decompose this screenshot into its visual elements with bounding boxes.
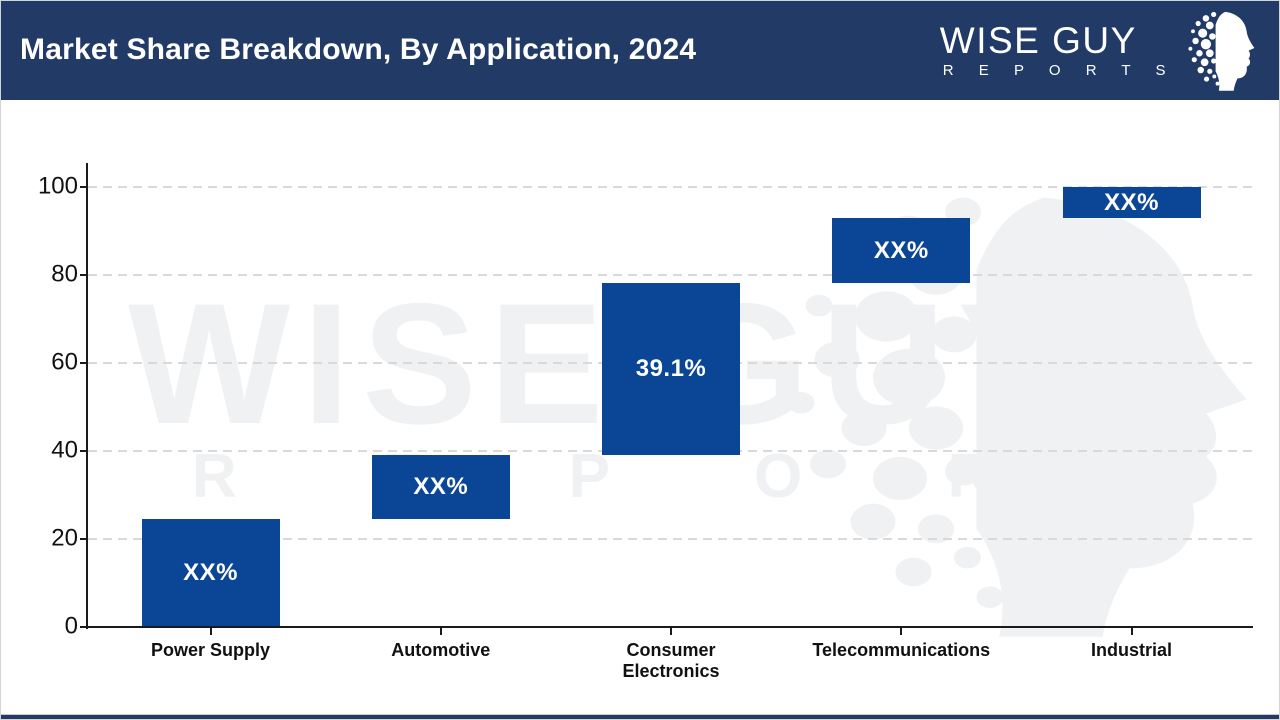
y-tick-label-80: 80 xyxy=(51,260,78,288)
gridline-100 xyxy=(88,186,1253,188)
bar-consumer-electronics: 39.1% xyxy=(602,282,740,455)
brand-head-icon xyxy=(1188,11,1255,91)
bar-value-label-telecommunications: XX% xyxy=(873,236,929,264)
x-axis-label-automotive: Automotive xyxy=(391,640,491,660)
bar-telecommunications: XX% xyxy=(832,218,971,283)
page-title: Market Share Breakdown, By Application, … xyxy=(20,33,697,66)
y-tick-60 xyxy=(80,362,87,364)
y-tick-0 xyxy=(80,626,87,628)
brand-name: WISE GUY xyxy=(939,19,1137,61)
gridline-80 xyxy=(88,274,1253,276)
bar-value-label-consumer-electronics: 39.1% xyxy=(635,354,707,382)
header-bar: Market Share Breakdown, By Application, … xyxy=(0,0,1280,100)
x-tick-consumer-electronics xyxy=(670,628,672,635)
bar-value-label-power-supply: XX% xyxy=(183,559,238,587)
x-axis-label-power-supply: Power Supply xyxy=(150,640,271,660)
y-axis-spine xyxy=(86,163,88,629)
x-tick-power-supply xyxy=(209,628,212,635)
y-tick-label-0: 0 xyxy=(64,612,78,640)
y-tick-20 xyxy=(80,538,87,540)
x-tick-industrial xyxy=(1130,628,1133,635)
gridline-20 xyxy=(88,538,1253,540)
y-tick-80 xyxy=(80,274,87,276)
y-tick-label-20: 20 xyxy=(51,524,78,552)
bar-value-label-automotive: XX% xyxy=(413,473,469,501)
bar-industrial: XX% xyxy=(1062,187,1201,219)
y-tick-label-60: 60 xyxy=(51,348,78,376)
y-tick-label-40: 40 xyxy=(51,436,78,464)
brand-subtitle: R E P O R T S xyxy=(942,61,1176,79)
x-axis-label-consumer-electronics: Consumer Electronics xyxy=(622,640,720,681)
x-tick-telecommunications xyxy=(900,628,903,635)
brand-logo: WISE GUY R E P O R T S xyxy=(940,8,1266,92)
y-tick-label-100: 100 xyxy=(37,172,78,200)
x-axis-label-industrial: Industrial xyxy=(1090,640,1172,660)
brand-text: WISE GUY R E P O R T S xyxy=(940,22,1176,79)
x-tick-automotive xyxy=(439,628,442,635)
bar-automotive: XX% xyxy=(371,454,510,520)
x-axis-label-telecommunications: Telecommunications xyxy=(812,640,991,660)
footer-bar xyxy=(0,714,1280,720)
y-tick-100 xyxy=(80,186,87,188)
y-tick-40 xyxy=(80,450,87,452)
x-axis-spine xyxy=(86,626,1253,628)
bar-value-label-industrial: XX% xyxy=(1104,188,1159,216)
bar-power-supply: XX% xyxy=(141,519,280,627)
